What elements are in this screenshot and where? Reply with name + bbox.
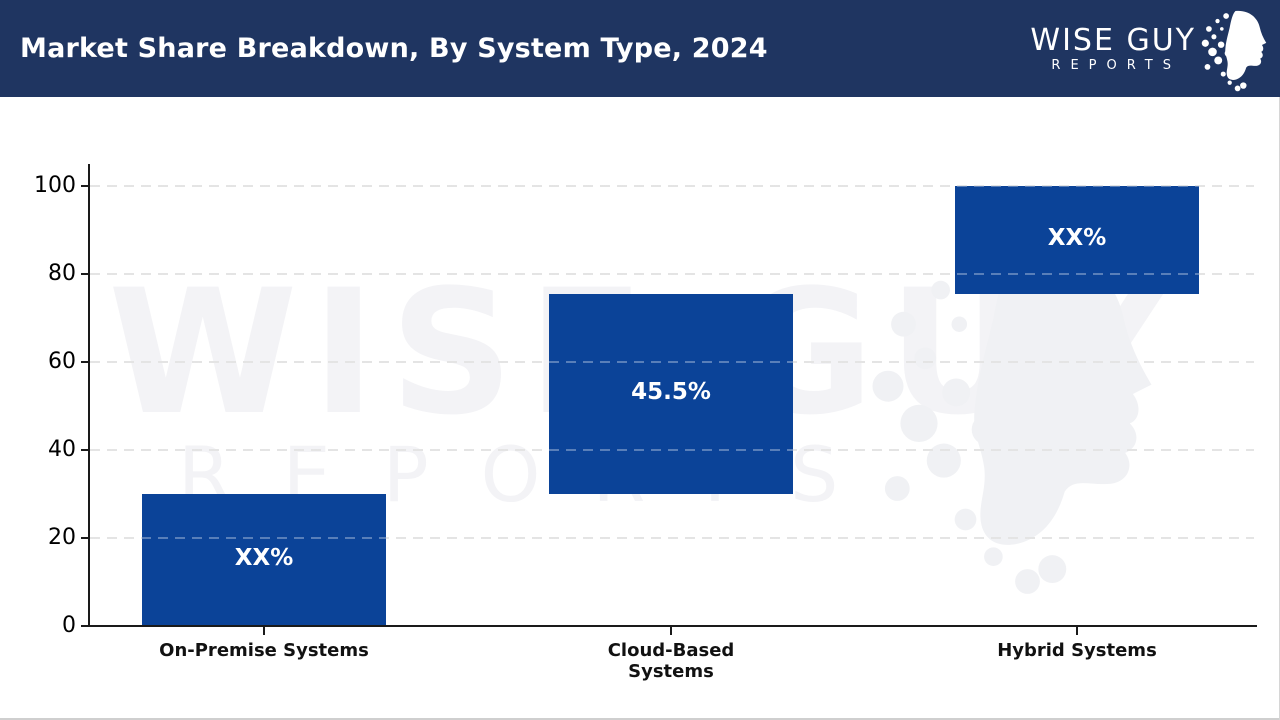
logo-text: WISE GUY REPORTS xyxy=(1030,23,1196,74)
bar-value-label: XX% xyxy=(234,545,294,571)
gridline-overlay xyxy=(90,537,1254,539)
logo-wordmark: WISE GUY xyxy=(1030,23,1196,58)
gridline xyxy=(90,537,1254,539)
bar xyxy=(142,494,386,626)
logo-subtitle: REPORTS xyxy=(1051,58,1182,73)
y-tick xyxy=(81,185,88,187)
x-category-label: Cloud-Based Systems xyxy=(607,640,735,682)
gridline-overlay xyxy=(90,185,1254,187)
gridline-overlay xyxy=(90,273,1254,275)
wise-guy-logo: WISE GUY REPORTS xyxy=(1030,4,1270,94)
y-axis-line xyxy=(88,164,90,627)
x-category-label: Hybrid Systems xyxy=(997,640,1157,661)
x-tick xyxy=(1076,627,1078,635)
gridline-overlay xyxy=(90,449,1254,451)
y-tick xyxy=(81,449,88,451)
y-tick-label: 0 xyxy=(62,613,76,638)
bar xyxy=(549,293,793,494)
gridline-overlay xyxy=(90,361,1254,363)
x-tick xyxy=(670,627,672,635)
bar-value-label: XX% xyxy=(1047,224,1107,251)
y-tick-label: 40 xyxy=(48,437,76,462)
y-tick xyxy=(81,625,88,627)
bar-value-label: 45.5% xyxy=(631,378,711,405)
logo-face-icon xyxy=(1201,10,1267,92)
bottom-border xyxy=(0,718,1280,720)
y-tick-label: 60 xyxy=(48,349,76,374)
x-category-label: On-Premise Systems xyxy=(159,640,369,661)
gridline xyxy=(90,273,1254,275)
y-tick xyxy=(81,273,88,275)
y-tick-label: 20 xyxy=(48,525,76,550)
y-tick-label: 80 xyxy=(48,261,76,286)
x-axis-line xyxy=(88,625,1257,627)
chart-title: Market Share Breakdown, By System Type, … xyxy=(20,33,768,64)
y-tick xyxy=(81,537,88,539)
y-tick-label: 100 xyxy=(34,173,76,198)
y-tick xyxy=(81,361,88,363)
header: Market Share Breakdown, By System Type, … xyxy=(0,0,1280,97)
x-tick xyxy=(263,627,265,635)
gridline xyxy=(90,185,1254,187)
